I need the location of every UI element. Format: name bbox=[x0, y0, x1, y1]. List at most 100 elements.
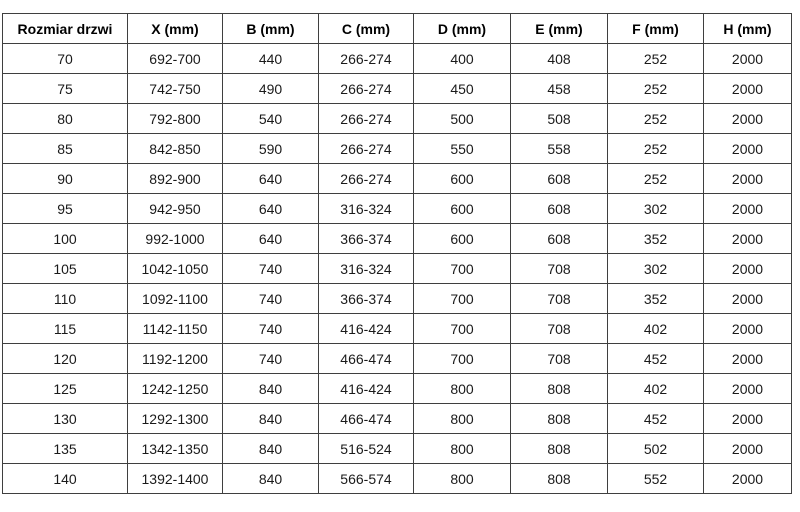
table-row: 115 1142-1150 740 416-424 700 708 402 2000 bbox=[2, 313, 792, 344]
table-cell: 366-374 bbox=[318, 283, 414, 314]
table-cell: 252 bbox=[607, 43, 704, 74]
table-cell: 840 bbox=[222, 433, 319, 464]
table-cell: 808 bbox=[510, 403, 608, 434]
column-header: B (mm) bbox=[222, 13, 319, 44]
table-cell: 700 bbox=[413, 253, 511, 284]
column-header: H (mm) bbox=[703, 13, 792, 44]
table-cell: 400 bbox=[413, 43, 511, 74]
table-cell: 552 bbox=[607, 463, 704, 494]
table-cell: 402 bbox=[607, 313, 704, 344]
table-cell: 2000 bbox=[703, 403, 792, 434]
table-cell: 992-1000 bbox=[127, 223, 223, 254]
table-row: 75 742-750 490 266-274 450 458 252 2000 bbox=[2, 73, 792, 104]
table-cell: 600 bbox=[413, 223, 511, 254]
table-cell: 95 bbox=[2, 193, 128, 224]
table-cell: 800 bbox=[413, 463, 511, 494]
table-cell: 792-800 bbox=[127, 103, 223, 134]
table-cell: 608 bbox=[510, 223, 608, 254]
table-cell: 508 bbox=[510, 103, 608, 134]
table-cell: 608 bbox=[510, 163, 608, 194]
table-cell: 500 bbox=[413, 103, 511, 134]
table-cell: 266-274 bbox=[318, 43, 414, 74]
table-cell: 700 bbox=[413, 313, 511, 344]
table-cell: 640 bbox=[222, 223, 319, 254]
column-header: F (mm) bbox=[607, 13, 704, 44]
table-body: 70 692-700 440 266-274 400 408 252 2000 75 742-75… bbox=[2, 43, 792, 494]
table-cell: 2000 bbox=[703, 283, 792, 314]
table-cell: 558 bbox=[510, 133, 608, 164]
table-cell: 70 bbox=[2, 43, 128, 74]
table-cell: 2000 bbox=[703, 313, 792, 344]
table-cell: 408 bbox=[510, 43, 608, 74]
table-cell: 540 bbox=[222, 103, 319, 134]
table-cell: 640 bbox=[222, 163, 319, 194]
table-cell: 742-750 bbox=[127, 73, 223, 104]
table-cell: 2000 bbox=[703, 73, 792, 104]
table-cell: 452 bbox=[607, 343, 704, 374]
table-cell: 252 bbox=[607, 73, 704, 104]
table-cell: 808 bbox=[510, 433, 608, 464]
table-header: Rozmiar drzwi X (mm) B (mm) C (mm) D (mm) E (… bbox=[2, 13, 792, 44]
table-cell: 808 bbox=[510, 373, 608, 404]
table-cell: 740 bbox=[222, 253, 319, 284]
table-cell: 1092-1100 bbox=[127, 283, 223, 314]
table-cell: 1242-1250 bbox=[127, 373, 223, 404]
column-header: Rozmiar drzwi bbox=[2, 13, 128, 44]
table-cell: 840 bbox=[222, 373, 319, 404]
table-cell: 708 bbox=[510, 283, 608, 314]
table-cell: 800 bbox=[413, 403, 511, 434]
table-cell: 252 bbox=[607, 133, 704, 164]
table-cell: 366-374 bbox=[318, 223, 414, 254]
table-row: 140 1392-1400 840 566-574 800 808 552 2000 bbox=[2, 463, 792, 494]
table-cell: 252 bbox=[607, 163, 704, 194]
table-cell: 2000 bbox=[703, 193, 792, 224]
table-cell: 708 bbox=[510, 253, 608, 284]
table-cell: 842-850 bbox=[127, 133, 223, 164]
table-cell: 115 bbox=[2, 313, 128, 344]
table-cell: 110 bbox=[2, 283, 128, 314]
table-cell: 692-700 bbox=[127, 43, 223, 74]
table-cell: 708 bbox=[510, 343, 608, 374]
table-cell: 85 bbox=[2, 133, 128, 164]
table-cell: 800 bbox=[413, 433, 511, 464]
table-cell: 120 bbox=[2, 343, 128, 374]
table-cell: 740 bbox=[222, 313, 319, 344]
table-header-row: Rozmiar drzwi X (mm) B (mm) C (mm) D (mm) E (… bbox=[2, 13, 792, 44]
table-cell: 80 bbox=[2, 103, 128, 134]
table-cell: 942-950 bbox=[127, 193, 223, 224]
table-row: 95 942-950 640 316-324 600 608 302 2000 bbox=[2, 193, 792, 224]
table-cell: 140 bbox=[2, 463, 128, 494]
table-cell: 700 bbox=[413, 343, 511, 374]
table-row: 125 1242-1250 840 416-424 800 808 402 2000 bbox=[2, 373, 792, 404]
table-cell: 316-324 bbox=[318, 253, 414, 284]
table-row: 85 842-850 590 266-274 550 558 252 2000 bbox=[2, 133, 792, 164]
table-cell: 90 bbox=[2, 163, 128, 194]
table-cell: 135 bbox=[2, 433, 128, 464]
table-row: 120 1192-1200 740 466-474 700 708 452 2000 bbox=[2, 343, 792, 374]
table-cell: 490 bbox=[222, 73, 319, 104]
table-cell: 708 bbox=[510, 313, 608, 344]
table-cell: 416-424 bbox=[318, 373, 414, 404]
table-cell: 266-274 bbox=[318, 73, 414, 104]
table-cell: 402 bbox=[607, 373, 704, 404]
table-cell: 1392-1400 bbox=[127, 463, 223, 494]
column-header: D (mm) bbox=[413, 13, 511, 44]
table-cell: 502 bbox=[607, 433, 704, 464]
table-cell: 840 bbox=[222, 403, 319, 434]
table-cell: 1042-1050 bbox=[127, 253, 223, 284]
table-cell: 566-574 bbox=[318, 463, 414, 494]
table-cell: 600 bbox=[413, 193, 511, 224]
table-cell: 740 bbox=[222, 283, 319, 314]
table-cell: 352 bbox=[607, 283, 704, 314]
table-cell: 352 bbox=[607, 223, 704, 254]
table-cell: 608 bbox=[510, 193, 608, 224]
table-cell: 466-474 bbox=[318, 403, 414, 434]
table-row: 90 892-900 640 266-274 600 608 252 2000 bbox=[2, 163, 792, 194]
table-cell: 252 bbox=[607, 103, 704, 134]
table-cell: 2000 bbox=[703, 43, 792, 74]
column-header: E (mm) bbox=[510, 13, 608, 44]
table-cell: 266-274 bbox=[318, 163, 414, 194]
table-row: 80 792-800 540 266-274 500 508 252 2000 bbox=[2, 103, 792, 134]
table-cell: 2000 bbox=[703, 253, 792, 284]
table-cell: 100 bbox=[2, 223, 128, 254]
